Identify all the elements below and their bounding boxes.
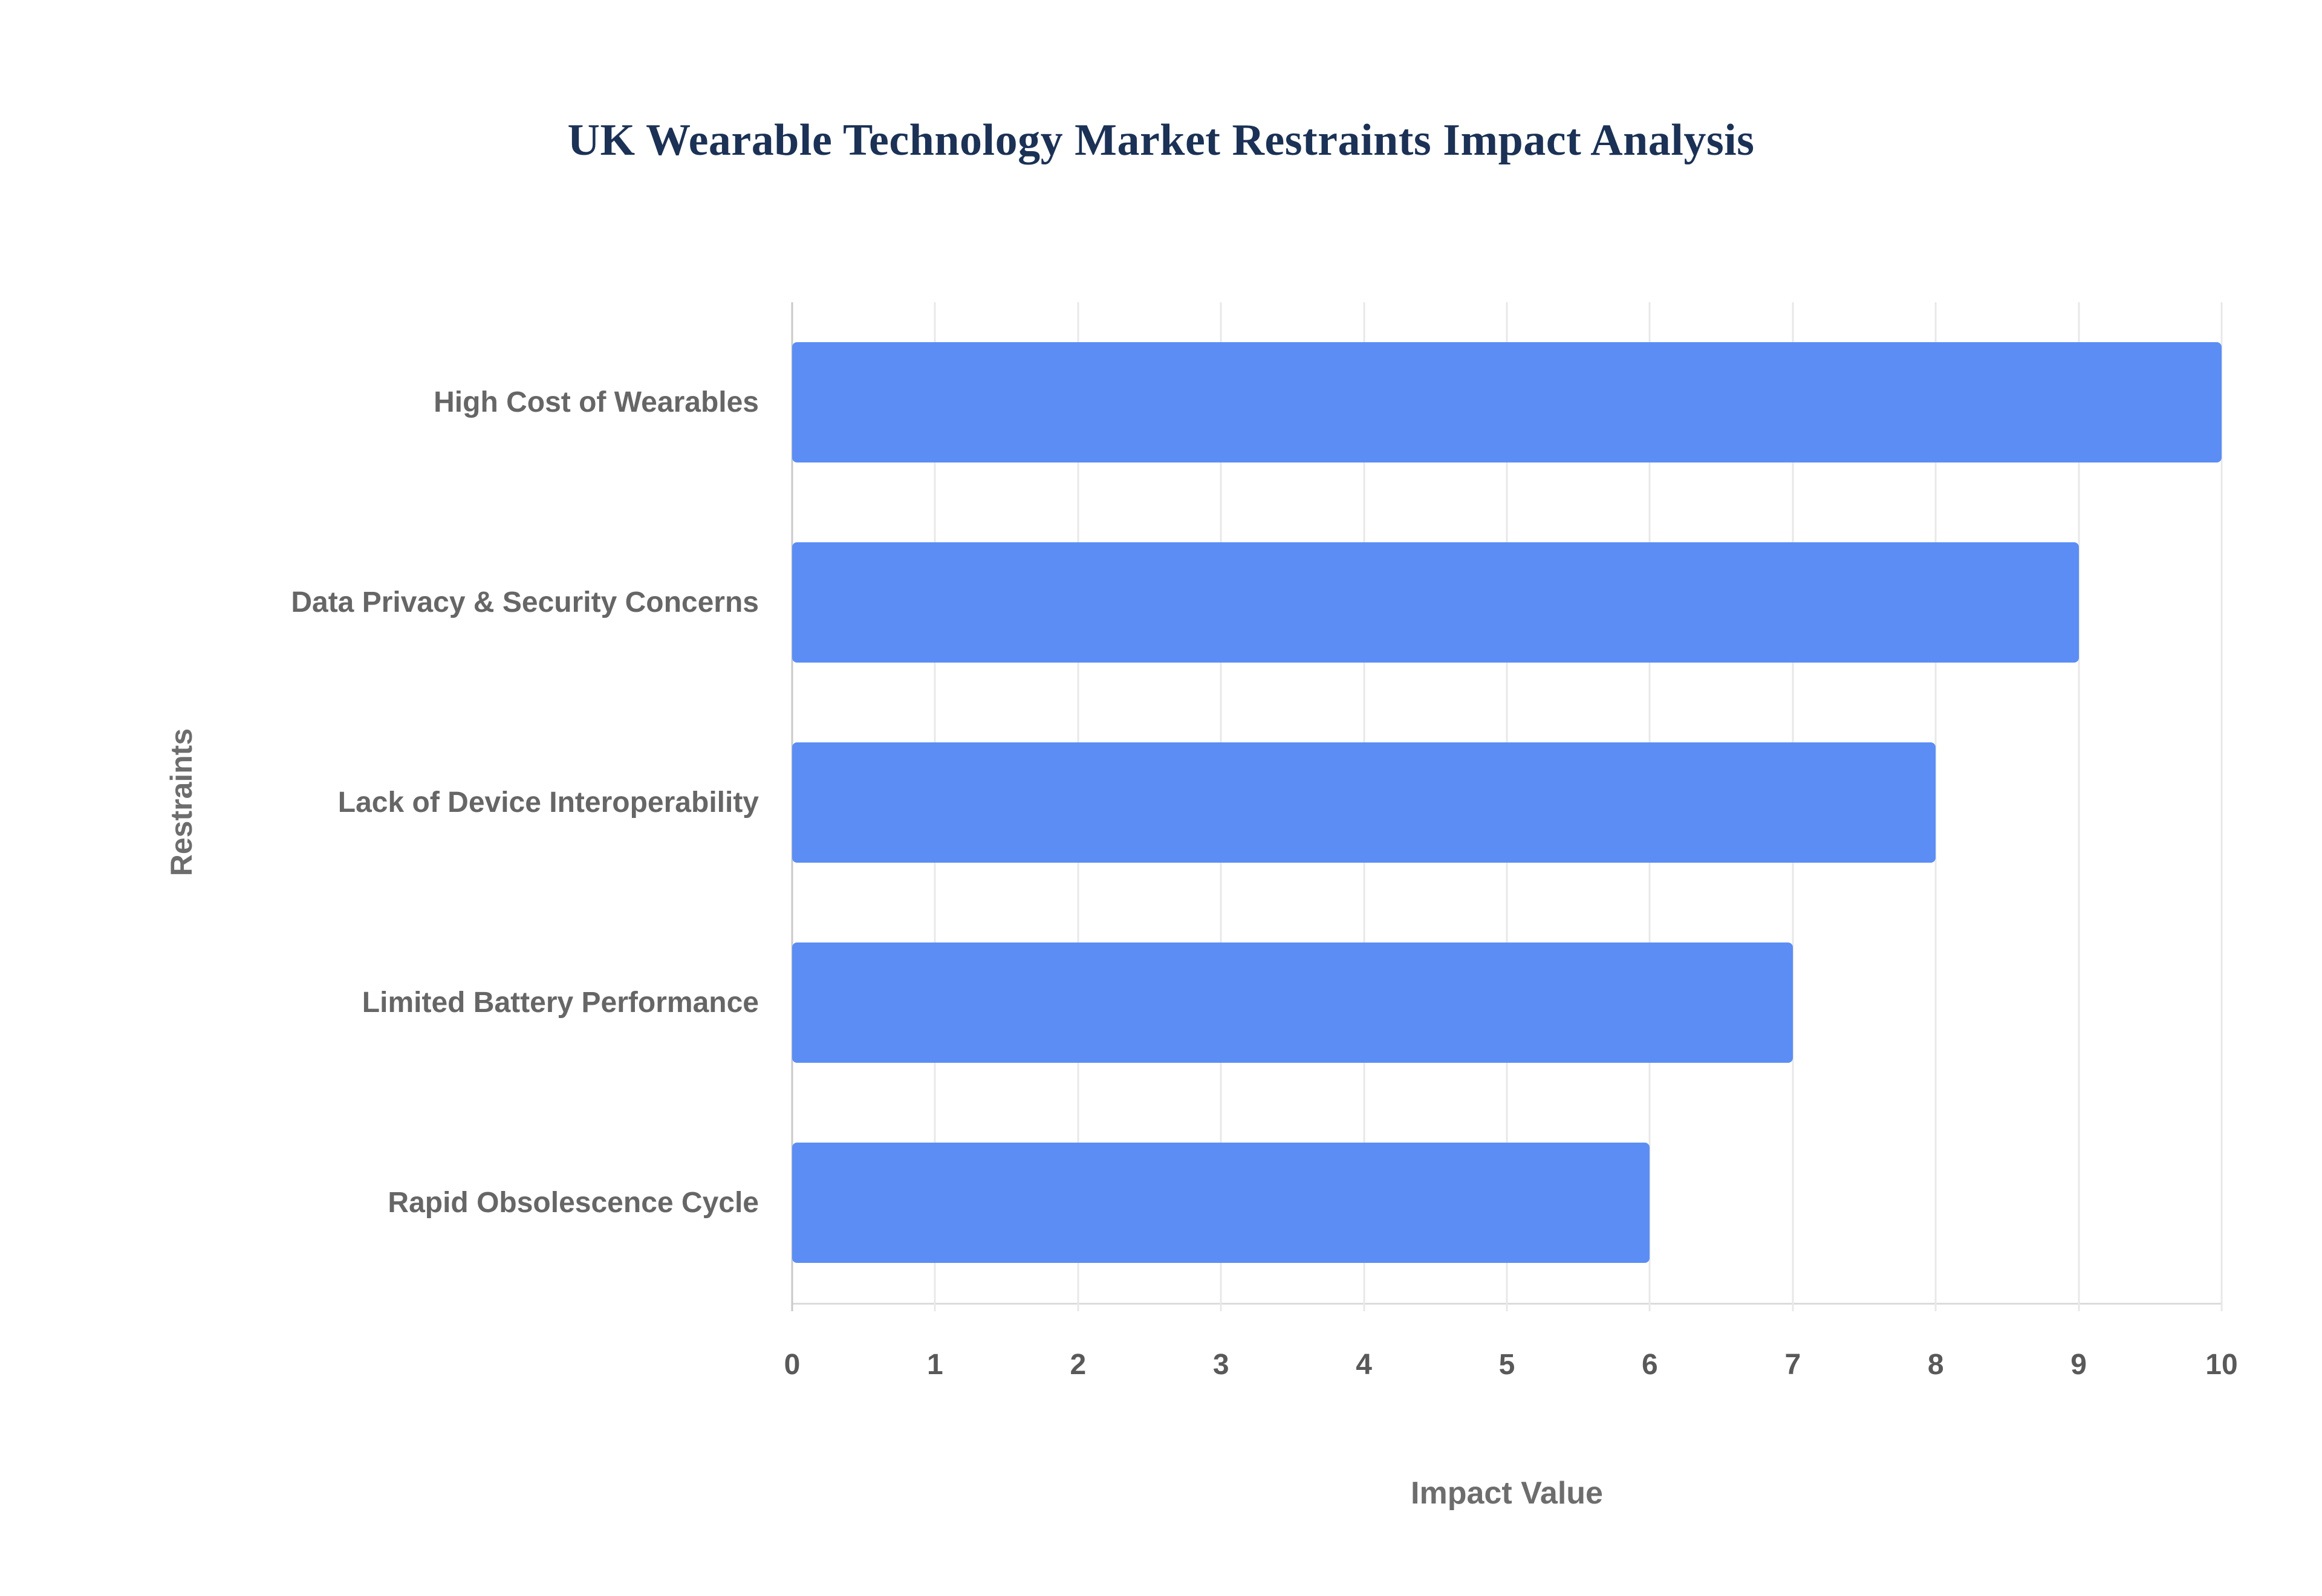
bar — [792, 742, 1936, 863]
bar-band — [792, 1103, 2222, 1303]
category-label: Limited Battery Performance — [362, 986, 759, 1019]
x-tick-label: 10 — [2205, 1349, 2238, 1381]
gridline — [1934, 302, 1937, 1311]
bar-band — [792, 302, 2222, 502]
x-tick-label: 9 — [2070, 1349, 2087, 1381]
bar — [792, 342, 2222, 462]
bar-band — [792, 502, 2222, 702]
chart-title: UK Wearable Technology Market Restraints… — [567, 115, 1755, 165]
bar — [792, 942, 1793, 1063]
bar-band — [792, 903, 2222, 1103]
x-tick-label: 7 — [1784, 1349, 1801, 1381]
y-axis-title: Restraints — [164, 728, 198, 877]
bar-band — [792, 702, 2222, 903]
category-label: Data Privacy & Security Concerns — [291, 586, 759, 618]
x-axis-title: Impact Value — [1411, 1476, 1603, 1511]
x-tick-label: 1 — [927, 1349, 943, 1381]
x-tick-label: 3 — [1212, 1349, 1229, 1381]
x-tick-label: 4 — [1356, 1349, 1372, 1381]
x-tick-label: 6 — [1642, 1349, 1658, 1381]
category-label: Lack of Device Interoperability — [337, 786, 759, 819]
x-tick-label: 2 — [1070, 1349, 1087, 1381]
category-label: High Cost of Wearables — [434, 386, 759, 418]
x-axis-tick-labels: 0 1 2 3 4 5 6 7 8 9 10 — [784, 1348, 2238, 1390]
x-tick-label: 8 — [1927, 1349, 1944, 1381]
x-tick-label: 5 — [1498, 1349, 1515, 1381]
gridline — [2220, 302, 2223, 1311]
bar — [792, 542, 2079, 663]
bar — [792, 1143, 1650, 1263]
category-label: Rapid Obsolescence Cycle — [388, 1186, 759, 1219]
x-tick-label: 0 — [784, 1349, 801, 1381]
gridline — [2078, 302, 2080, 1311]
bar-series — [792, 302, 2222, 1303]
y-axis-category-labels: High Cost of Wearables Data Privacy & Sec… — [275, 302, 759, 1303]
plot-area — [791, 302, 2223, 1311]
